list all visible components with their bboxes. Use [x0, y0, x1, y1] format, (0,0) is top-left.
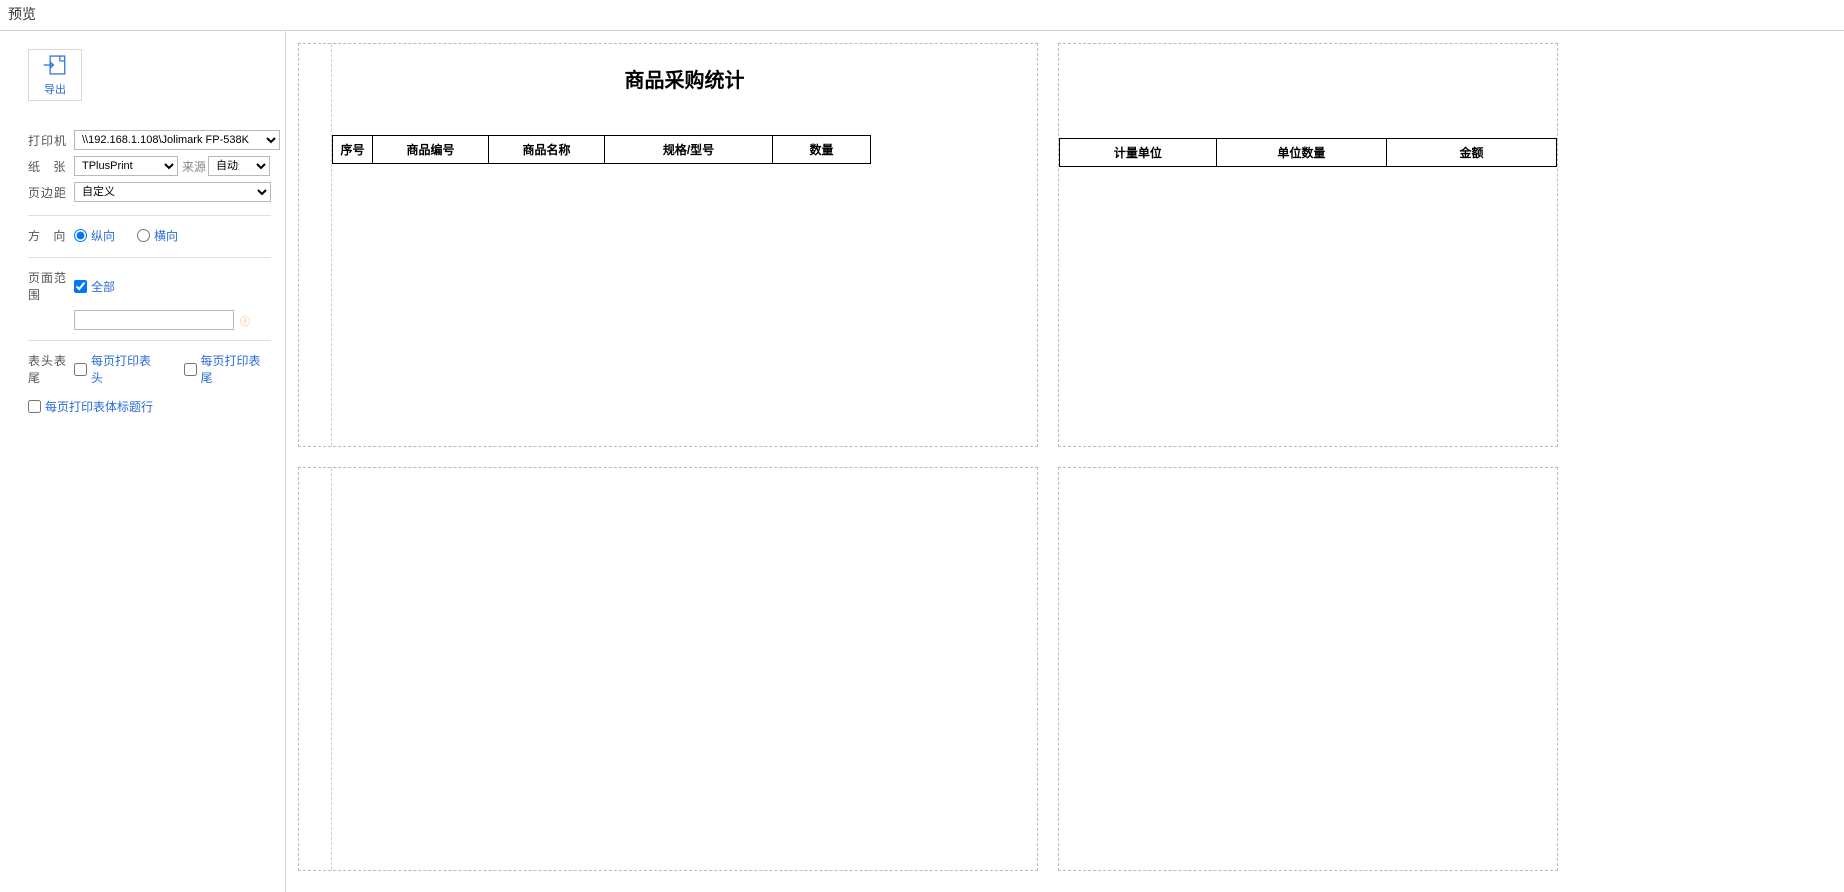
print-header-each-label: 每页打印表头 [91, 352, 162, 386]
paper-source-select[interactable]: 自动选择 [208, 156, 270, 176]
page-range-input-row: ⓘ [28, 310, 271, 330]
paper-row: 纸 张 TPlusPrint 来源 自动选择 [28, 153, 271, 179]
page-range-all-label: 全部 [91, 278, 115, 295]
printer-row: 打印机 \\192.168.1.108\Jolimark FP-538K [28, 127, 271, 153]
paper-label: 纸 张 [28, 158, 74, 175]
preview-page-4 [1058, 467, 1558, 871]
divider [28, 257, 271, 258]
margin-label: 页边距 [28, 184, 74, 201]
report-title: 商品采购统计 [332, 64, 1037, 93]
column-header-unit: 计量单位 [1060, 139, 1217, 167]
divider [28, 340, 271, 341]
print-body-title-each[interactable]: 每页打印表体标题行 [28, 398, 153, 415]
export-icon [42, 54, 68, 79]
divider [28, 215, 271, 216]
preview-page-1: 商品采购统计 序号商品编号商品名称规格/型号数量 [298, 43, 1038, 447]
orientation-label: 方 向 [28, 227, 74, 244]
preview-page-3 [298, 467, 1038, 871]
preview-page-2: 计量单位单位数量金额 [1058, 43, 1558, 447]
paper-select[interactable]: TPlusPrint [74, 156, 178, 176]
orientation-portrait-radio[interactable] [74, 229, 87, 242]
main-layout: 导出 打印机 \\192.168.1.108\Jolimark FP-538K … [0, 31, 1844, 892]
orientation-portrait-label: 纵向 [91, 227, 115, 244]
paper-source-label: 来源 [182, 158, 206, 175]
printer-select[interactable]: \\192.168.1.108\Jolimark FP-538K [74, 130, 280, 150]
column-header-amt: 金额 [1386, 139, 1556, 167]
print-body-title-each-label: 每页打印表体标题行 [45, 398, 153, 415]
page-range-all-checkbox[interactable] [74, 280, 87, 293]
column-header-code: 商品编号 [373, 136, 489, 164]
orientation-landscape-radio[interactable] [137, 229, 150, 242]
print-footer-each[interactable]: 每页打印表尾 [184, 352, 272, 386]
column-header-seq: 序号 [333, 136, 373, 164]
orientation-landscape-label: 横向 [154, 227, 178, 244]
orientation-row: 方 向 纵向 横向 [28, 224, 271, 247]
print-body-title-row: 每页打印表体标题行 [28, 395, 271, 418]
report-table-2: 计量单位单位数量金额 [1059, 138, 1557, 167]
report-table-1: 序号商品编号商品名称规格/型号数量 [332, 135, 871, 164]
print-body-title-each-checkbox[interactable] [28, 400, 41, 413]
header-footer-row: 表头表尾 每页打印表头 每页打印表尾 [28, 349, 271, 389]
orientation-portrait[interactable]: 纵向 [74, 227, 115, 244]
print-footer-each-label: 每页打印表尾 [201, 352, 272, 386]
column-header-qty: 数量 [773, 136, 871, 164]
print-header-each[interactable]: 每页打印表头 [74, 352, 162, 386]
print-footer-each-checkbox[interactable] [184, 363, 197, 376]
column-header-spec: 规格/型号 [605, 136, 773, 164]
page-range-input[interactable] [74, 310, 234, 330]
preview-area: 商品采购统计 序号商品编号商品名称规格/型号数量 计量单位单位数量金额 [286, 31, 1844, 892]
printer-label: 打印机 [28, 132, 74, 149]
info-icon[interactable]: ⓘ [238, 313, 252, 327]
orientation-landscape[interactable]: 横向 [137, 227, 178, 244]
header-footer-label: 表头表尾 [28, 352, 74, 386]
page-range-all[interactable]: 全部 [74, 278, 115, 295]
page-range-row: 页面范围 全部 [28, 266, 271, 306]
page-title: 预览 [0, 0, 1844, 31]
page-range-label: 页面范围 [28, 269, 74, 303]
settings-sidebar: 导出 打印机 \\192.168.1.108\Jolimark FP-538K … [0, 31, 285, 892]
margin-select[interactable]: 自定义 [74, 182, 271, 202]
column-header-uqty: 单位数量 [1216, 139, 1386, 167]
export-label: 导出 [44, 81, 66, 97]
export-button[interactable]: 导出 [28, 49, 82, 101]
column-header-name: 商品名称 [489, 136, 605, 164]
print-header-each-checkbox[interactable] [74, 363, 87, 376]
margin-row: 页边距 自定义 [28, 179, 271, 205]
